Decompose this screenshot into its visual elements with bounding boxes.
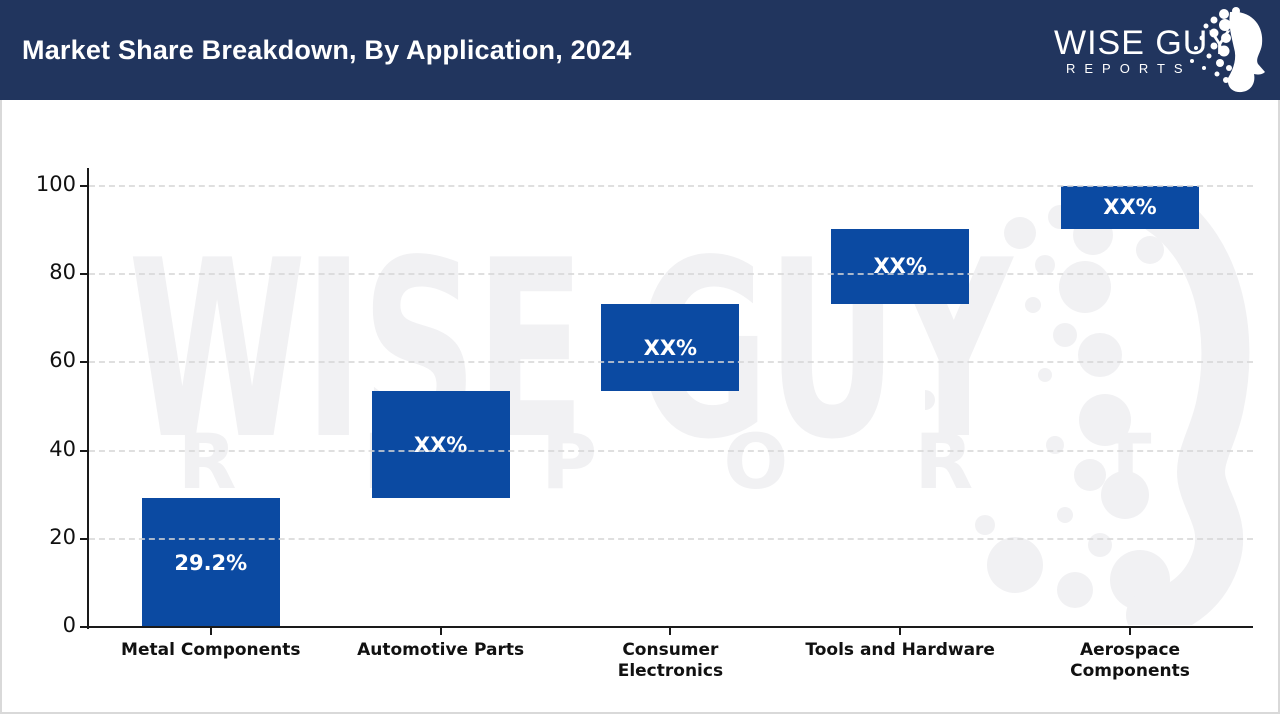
- gridline-60: [89, 361, 1253, 364]
- gridline-80: [89, 273, 1253, 276]
- gridline-40: [89, 449, 1253, 452]
- category-label: Automotive Parts: [326, 640, 556, 661]
- x-tick-mark: [209, 628, 212, 635]
- bar-tools-and-hardware: XX%: [831, 228, 970, 305]
- category-label-line: Aerospace: [1079, 640, 1181, 660]
- bar-metal-components: 29.2%: [141, 498, 280, 627]
- logo-reports-text: REPORTS: [1066, 61, 1192, 76]
- y-tick-label: 0: [62, 613, 76, 637]
- category-label: Aerospace Components: [1015, 640, 1245, 682]
- gridline-20: [89, 537, 1253, 540]
- page-title: Market Share Breakdown, By Application, …: [22, 35, 632, 65]
- watermark-head-icon: [925, 195, 1250, 625]
- y-tick-label: 100: [35, 172, 76, 196]
- x-tick-mark: [1129, 628, 1131, 635]
- x-tick-mark: [669, 628, 672, 635]
- y-tick-label: 40: [49, 436, 76, 461]
- y-tick-mark: [80, 626, 87, 628]
- x-tick-mark: [439, 628, 442, 635]
- bar-value-label: 29.2%: [174, 550, 248, 575]
- logo-wiseguy-text: WISE GUY: [1054, 24, 1233, 62]
- category-label: Metal Components: [96, 640, 326, 661]
- y-tick-mark: [80, 185, 87, 187]
- y-tick-label: 60: [49, 348, 76, 373]
- category-label-line: Consumer: [622, 640, 719, 660]
- wiseguy-head-icon: [1190, 7, 1265, 93]
- x-axis-line: [87, 626, 1253, 628]
- category-label-line: Metal Components: [121, 640, 301, 660]
- category-label: Tools and Hardware: [785, 640, 1015, 661]
- y-tick-mark: [80, 449, 87, 452]
- y-axis-line: [87, 168, 89, 629]
- y-tick-label: 80: [49, 260, 76, 285]
- y-tick-mark: [80, 273, 87, 276]
- bar-aerospace-components: XX%: [1061, 186, 1199, 229]
- x-tick-mark: [899, 628, 902, 635]
- category-label-line: Electronics: [617, 661, 724, 681]
- bar-value-label: XX%: [1103, 195, 1157, 220]
- bar-consumer-electronics: XX%: [601, 304, 740, 392]
- category-label-line: Automotive Parts: [357, 640, 525, 660]
- y-tick-label: 20: [49, 524, 76, 549]
- wiseguy-logo: WISE GUY REPORTS: [1022, 0, 1272, 100]
- bar-automotive-parts: XX%: [371, 391, 510, 499]
- y-tick-mark: [80, 537, 87, 540]
- header-bar: Market Share Breakdown, By Application, …: [0, 0, 1280, 100]
- y-tick-mark: [80, 361, 87, 364]
- bar-value-label: XX%: [413, 432, 468, 457]
- category-label: Consumer Electronics: [555, 640, 785, 682]
- category-label-line: Components: [1070, 661, 1190, 681]
- bar-value-label: XX%: [643, 335, 698, 360]
- gridline-100: [89, 185, 1253, 187]
- category-label-line: Tools and Hardware: [805, 640, 995, 660]
